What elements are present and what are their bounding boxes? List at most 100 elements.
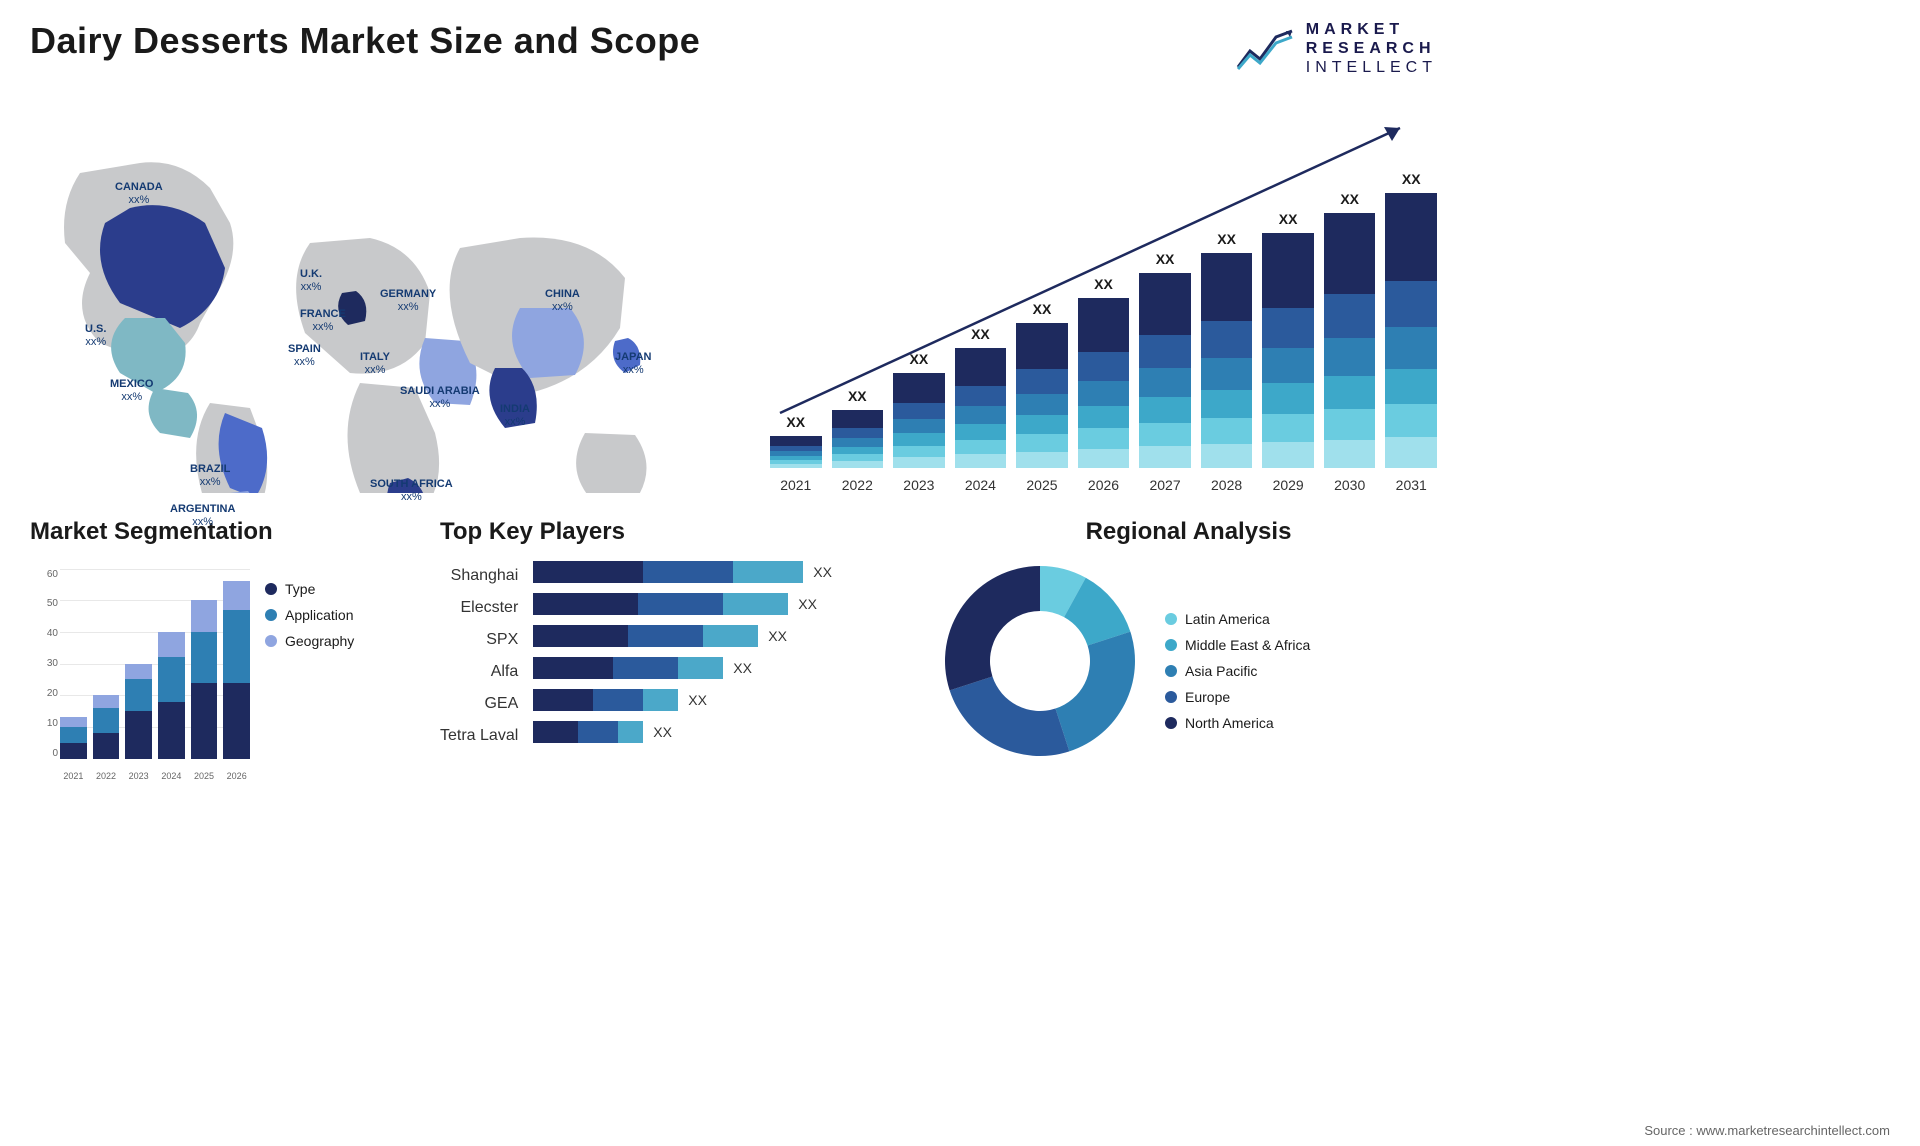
legend-dot-icon xyxy=(1165,717,1177,729)
map-label: GERMANYxx% xyxy=(380,288,436,314)
map-label: FRANCExx% xyxy=(300,308,346,334)
donut-slice xyxy=(1055,631,1135,751)
growth-bar-label: XX xyxy=(1262,211,1314,227)
growth-bar-label: XX xyxy=(1201,231,1253,247)
page-title: Dairy Desserts Market Size and Scope xyxy=(30,20,700,62)
player-bar: XX xyxy=(533,593,910,615)
players-title: Top Key Players xyxy=(440,518,910,546)
legend-dot-icon xyxy=(1165,691,1177,703)
player-name: SPX xyxy=(440,629,518,651)
seg-bar xyxy=(223,581,250,758)
seg-bar xyxy=(93,695,120,758)
map-label: SPAINxx% xyxy=(288,343,321,369)
growth-bar: XX xyxy=(1016,323,1068,468)
growth-bar-label: XX xyxy=(1385,171,1437,187)
logo-line2: RESEARCH xyxy=(1306,39,1437,58)
legend-item: Geography xyxy=(265,633,354,649)
growth-bar-label: XX xyxy=(1324,191,1376,207)
regional-title: Regional Analysis xyxy=(940,518,1437,546)
donut-slice xyxy=(945,566,1040,690)
growth-bar-label: XX xyxy=(955,326,1007,342)
regional-donut xyxy=(940,561,1140,761)
player-name: Tetra Laval xyxy=(440,725,518,747)
map-label: U.S.xx% xyxy=(85,323,106,349)
growth-x-label: 2028 xyxy=(1201,477,1253,493)
map-label: CANADAxx% xyxy=(115,181,163,207)
growth-bar-label: XX xyxy=(832,388,884,404)
growth-bar: XX xyxy=(1385,193,1437,468)
growth-bar-label: XX xyxy=(770,414,822,430)
map-label: JAPANxx% xyxy=(615,351,651,377)
growth-x-label: 2027 xyxy=(1139,477,1191,493)
logo-icon xyxy=(1236,27,1296,71)
donut-slice xyxy=(950,676,1070,756)
legend-item: Type xyxy=(265,581,354,597)
map-label: SOUTH AFRICAxx% xyxy=(370,478,453,504)
player-bar: XX xyxy=(533,625,910,647)
growth-x-label: 2030 xyxy=(1324,477,1376,493)
growth-x-label: 2024 xyxy=(955,477,1007,493)
player-name: Shanghai xyxy=(440,565,518,587)
growth-bar: XX xyxy=(1262,233,1314,468)
growth-x-label: 2029 xyxy=(1262,477,1314,493)
map-label: SAUDI ARABIAxx% xyxy=(400,385,480,411)
growth-bar: XX xyxy=(955,348,1007,468)
legend-item: Asia Pacific xyxy=(1165,663,1310,679)
growth-x-label: 2025 xyxy=(1016,477,1068,493)
player-bar: XX xyxy=(533,689,910,711)
player-name: GEA xyxy=(440,693,518,715)
legend-item: Application xyxy=(265,607,354,623)
segmentation-chart: 6050403020100 202120222023202420252026 xyxy=(30,561,250,781)
growth-bar: XX xyxy=(1139,273,1191,468)
player-bar: XX xyxy=(533,721,910,743)
growth-x-label: 2026 xyxy=(1078,477,1130,493)
segmentation-legend: Type Application Geography xyxy=(265,561,354,649)
player-bar: XX xyxy=(533,657,910,679)
world-map: CANADAxx%U.S.xx%MEXICOxx%BRAZILxx%ARGENT… xyxy=(30,93,730,493)
growth-x-label: 2031 xyxy=(1385,477,1437,493)
seg-bar xyxy=(191,600,218,758)
legend-dot-icon xyxy=(1165,639,1177,651)
growth-bar-label: XX xyxy=(1016,301,1068,317)
growth-chart: XXXXXXXXXXXXXXXXXXXXXX 20212022202320242… xyxy=(770,113,1437,493)
regional-legend: Latin America Middle East & Africa Asia Pa… xyxy=(1165,591,1310,731)
legend-dot-icon xyxy=(265,583,277,595)
growth-bar-label: XX xyxy=(893,351,945,367)
growth-bar: XX xyxy=(1201,253,1253,468)
growth-bar: XX xyxy=(1078,298,1130,468)
players-chart: Shanghai Elecster SPX Alfa GEA Tetra Laval XX… xyxy=(440,561,910,747)
seg-bar xyxy=(158,632,185,759)
legend-item: Latin America xyxy=(1165,611,1310,627)
growth-bar-label: XX xyxy=(1139,251,1191,267)
growth-bar: XX xyxy=(893,373,945,468)
map-label: ITALYxx% xyxy=(360,351,390,377)
player-bar: XX xyxy=(533,561,910,583)
map-label: BRAZILxx% xyxy=(190,463,230,489)
player-name: Elecster xyxy=(440,597,518,619)
map-label: INDIAxx% xyxy=(500,403,530,429)
map-label: U.K.xx% xyxy=(300,268,322,294)
growth-x-label: 2021 xyxy=(770,477,822,493)
growth-bar: XX xyxy=(832,410,884,468)
source-label: Source : www.marketresearchintellect.com xyxy=(1644,1123,1890,1138)
legend-dot-icon xyxy=(265,609,277,621)
legend-dot-icon xyxy=(1165,665,1177,677)
map-label: MEXICOxx% xyxy=(110,378,153,404)
seg-bar xyxy=(125,664,152,759)
legend-item: Europe xyxy=(1165,689,1310,705)
seg-bar xyxy=(60,717,87,758)
legend-dot-icon xyxy=(1165,613,1177,625)
map-label: CHINAxx% xyxy=(545,288,580,314)
logo-line3: INTELLECT xyxy=(1306,58,1437,77)
logo-line1: MARKET xyxy=(1306,20,1437,39)
growth-bar: XX xyxy=(1324,213,1376,468)
legend-item: Middle East & Africa xyxy=(1165,637,1310,653)
growth-bar: XX xyxy=(770,436,822,468)
player-name: Alfa xyxy=(440,661,518,683)
brand-logo: MARKET RESEARCH INTELLECT xyxy=(1236,20,1437,78)
growth-x-label: 2022 xyxy=(832,477,884,493)
legend-item: North America xyxy=(1165,715,1310,731)
growth-bar-label: XX xyxy=(1078,276,1130,292)
map-label: ARGENTINAxx% xyxy=(170,503,235,529)
legend-dot-icon xyxy=(265,635,277,647)
